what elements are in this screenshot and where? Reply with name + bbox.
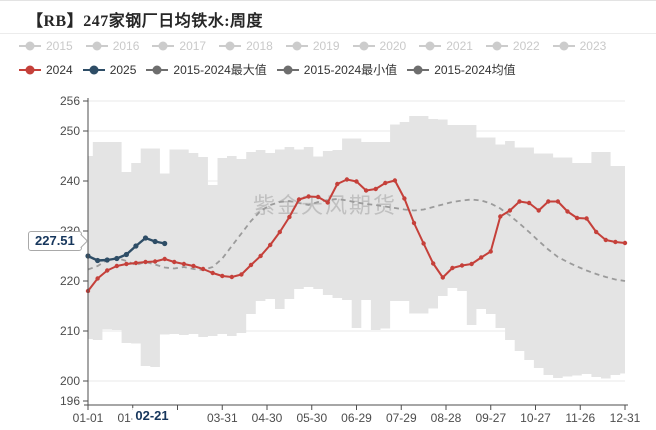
- x-axis-label: 11-26: [565, 411, 595, 425]
- x-axis-label: 09-27: [475, 411, 506, 425]
- y-axis-label: 256: [60, 94, 80, 108]
- y-axis-label: 210: [60, 324, 80, 338]
- y-axis-label: 240: [60, 174, 80, 188]
- x-axis-label: 01-01: [73, 411, 104, 425]
- watermark: 紫金天风期货: [253, 193, 397, 218]
- x-axis-label: 06-29: [341, 411, 372, 425]
- y-axis-label: 250: [60, 124, 80, 138]
- x-axis-label: 04-30: [252, 411, 283, 425]
- y-axis-label: 200: [60, 374, 80, 388]
- y-axis-label: 196: [60, 394, 80, 408]
- x-axis-label: 12-31: [610, 411, 641, 425]
- x-axis-label: 03-31: [207, 411, 238, 425]
- x-axis-label: 10-27: [520, 411, 551, 425]
- x-axis-label: 08-28: [431, 411, 462, 425]
- y-axis-label: 220: [60, 274, 80, 288]
- latest-value-badge: 227.51: [28, 231, 82, 251]
- chart-canvas: 紫金天风期货25625024023022021020019601-0101-31…: [0, 0, 656, 430]
- minmax-band: [88, 116, 625, 379]
- x-axis-label: 05-30: [296, 411, 327, 425]
- y-axis-labels: 256250240230220210200196: [60, 94, 80, 408]
- latest-date-label: 02-21: [132, 408, 171, 423]
- x-axis-label: 07-29: [386, 411, 417, 425]
